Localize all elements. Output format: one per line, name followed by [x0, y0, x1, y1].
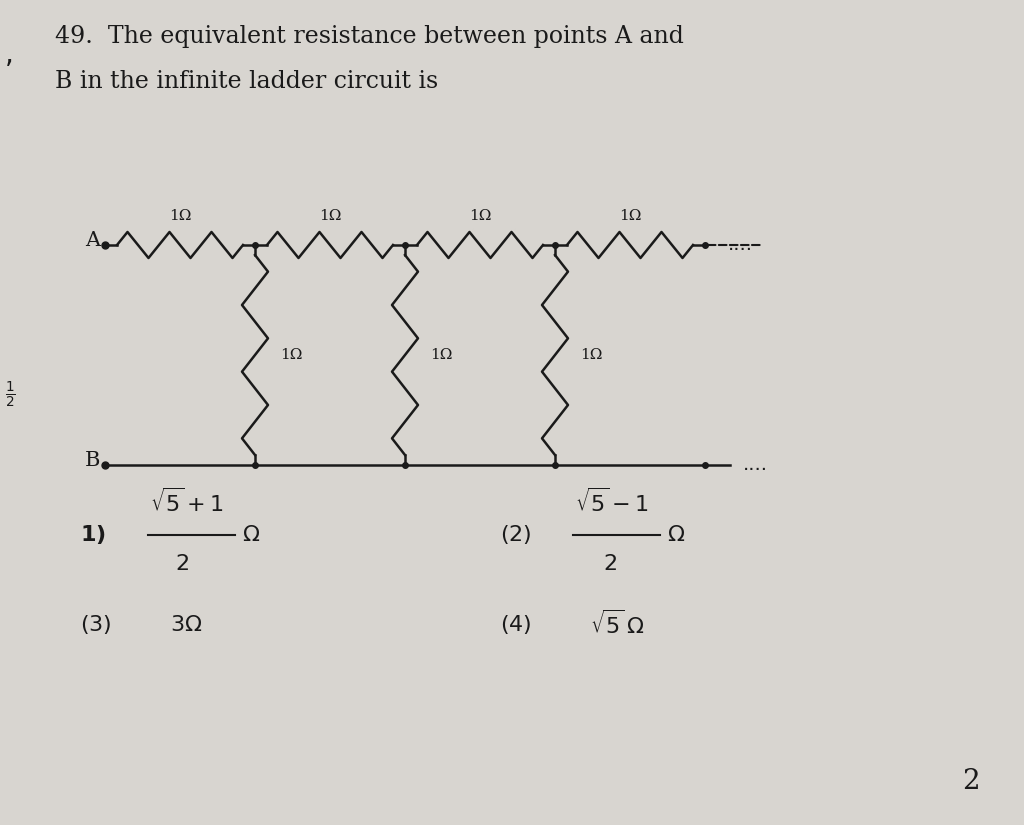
Text: B: B [85, 450, 100, 469]
Text: 1Ω: 1Ω [169, 209, 191, 223]
Text: $\sqrt{5}\,\Omega$: $\sqrt{5}\,\Omega$ [590, 610, 644, 639]
Text: $2$: $2$ [175, 553, 189, 575]
Text: ,: , [5, 41, 14, 69]
Text: $\sqrt{5}+1$: $\sqrt{5}+1$ [150, 488, 224, 517]
Text: $(4)$: $(4)$ [500, 614, 531, 637]
Text: $\mathbf{1)}$: $\mathbf{1)}$ [80, 524, 105, 546]
Text: $(2)$: $(2)$ [500, 524, 531, 546]
Text: $\Omega$: $\Omega$ [242, 524, 260, 546]
Text: $\Omega$: $\Omega$ [667, 524, 685, 546]
Text: 1Ω: 1Ω [469, 209, 492, 223]
Text: $3\Omega$: $3\Omega$ [170, 614, 203, 636]
Text: ....: .... [742, 455, 768, 474]
Text: 1Ω: 1Ω [318, 209, 341, 223]
Text: 2: 2 [963, 768, 980, 795]
Text: $\frac{1}{2}$: $\frac{1}{2}$ [5, 380, 15, 410]
Text: $\sqrt{5}-1$: $\sqrt{5}-1$ [575, 488, 649, 517]
Text: $2$: $2$ [603, 553, 616, 575]
Text: 1Ω: 1Ω [580, 348, 602, 362]
Text: 1Ω: 1Ω [430, 348, 453, 362]
Text: ....: .... [727, 235, 753, 254]
Text: 1Ω: 1Ω [280, 348, 302, 362]
Text: $(3)$: $(3)$ [80, 614, 112, 637]
Text: 1Ω: 1Ω [618, 209, 641, 223]
Text: B in the infinite ladder circuit is: B in the infinite ladder circuit is [55, 70, 438, 93]
Text: A: A [85, 230, 100, 249]
Text: 49.  The equivalent resistance between points A and: 49. The equivalent resistance between po… [55, 25, 684, 48]
